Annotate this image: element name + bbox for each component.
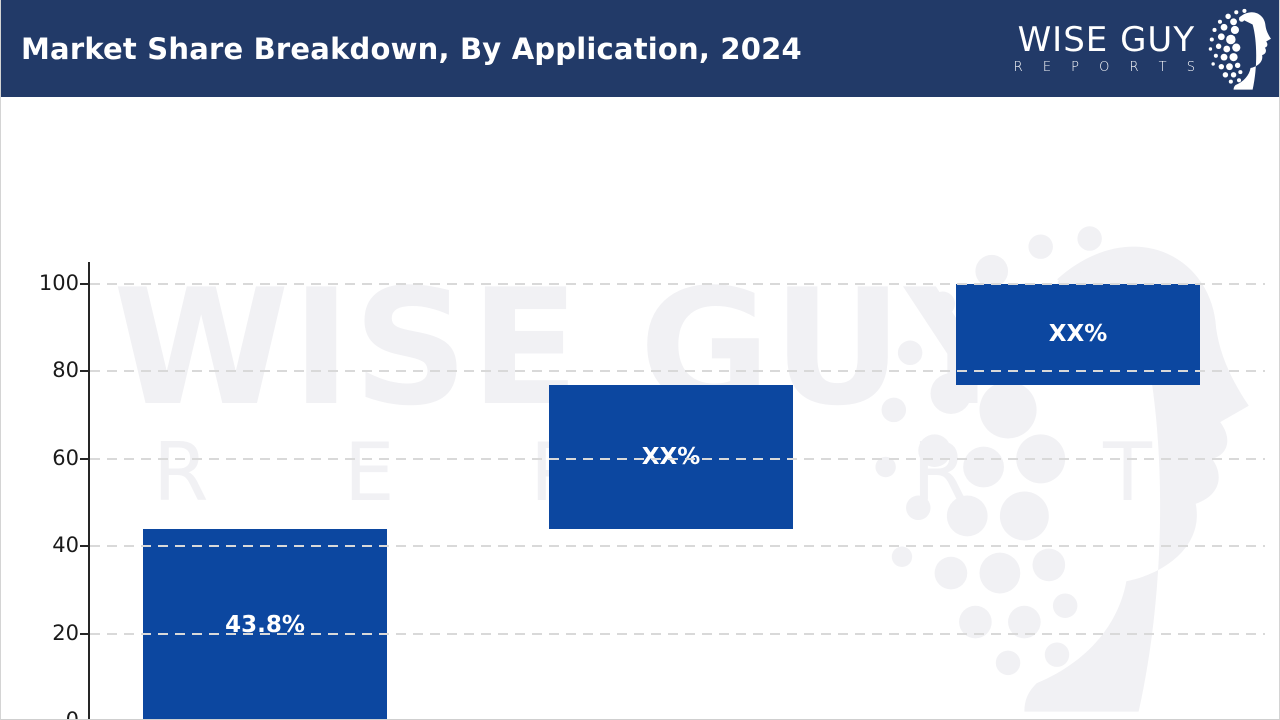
y-axis-tick [80, 632, 88, 635]
y-axis-tick [80, 282, 88, 285]
y-tick-label: 40 [52, 533, 79, 557]
gridline-y100 [90, 282, 1265, 285]
y-tick-label: 60 [52, 445, 79, 470]
gridline-y60 [90, 457, 1265, 460]
chart-plot-area: 43.8%XX%XX% 020406080100Espresso Grindin… [1, 97, 1279, 720]
logo-reports-label: R E P O R T S [1013, 60, 1203, 75]
gridline-y40 [90, 545, 1265, 547]
logo-text: WISE GUY R E P O R T S [1010, 22, 1203, 76]
logo-face-icon [1205, 8, 1273, 90]
bar-value-label: XX% [641, 444, 701, 471]
bar-value-label: XX% [1048, 321, 1108, 348]
y-axis-tick [80, 370, 88, 372]
y-tick-label: 80 [52, 358, 79, 382]
y-tick-label: 0 [65, 708, 79, 720]
bar-brew-grinding: XX% [549, 385, 793, 530]
y-axis-line [88, 262, 90, 719]
wise-guy-reports-logo: WISE GUY R E P O R T S [1010, 4, 1273, 94]
logo-wiseguy-label: WISE GUY [1017, 20, 1196, 60]
y-tick-label: 100 [38, 270, 79, 295]
y-tick-label: 20 [52, 620, 79, 645]
y-axis-tick [80, 457, 88, 460]
gridline-y80 [90, 370, 1265, 372]
header-bar: Market Share Breakdown, By Application, … [1, 0, 1279, 97]
gridline-y20 [90, 632, 1265, 635]
page-title: Market Share Breakdown, By Application, … [21, 31, 802, 66]
bar-espresso-grinding: 43.8% [143, 529, 387, 719]
y-axis-tick [80, 545, 88, 547]
